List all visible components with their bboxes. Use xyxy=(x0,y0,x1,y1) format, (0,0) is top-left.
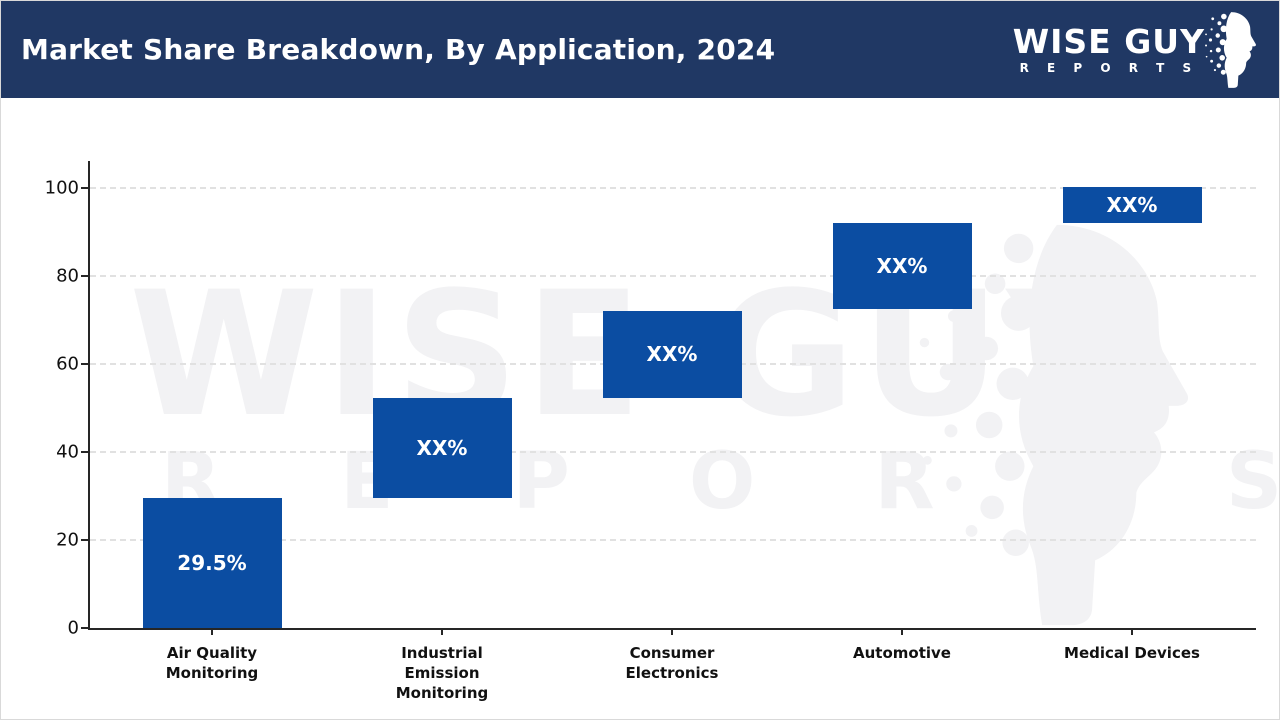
bar-value-label: 29.5% xyxy=(177,551,247,576)
bar-value-label: XX% xyxy=(646,342,698,367)
header-bar: Market Share Breakdown, By Application, … xyxy=(1,1,1279,98)
logo-tagline: R E P O R T S xyxy=(1019,60,1199,75)
bar-automotive: XX% xyxy=(832,222,972,309)
x-tick-mark xyxy=(671,628,673,635)
x-tick-mark xyxy=(211,628,213,635)
x-axis-spine xyxy=(88,628,1256,630)
y-axis-spine xyxy=(88,161,90,630)
y-tick-label: 0 xyxy=(67,617,79,639)
bar-consumer-electronics: XX% xyxy=(602,310,742,398)
x-axis-label-industrial-emission-monitoring: Industrial Emission Monitoring xyxy=(395,644,489,702)
logo-text: WISE GUY R E P O R T S xyxy=(1012,21,1205,75)
x-axis-label-consumer-electronics: Consumer Electronics xyxy=(625,644,719,682)
logo-name: WISE GUY xyxy=(1012,21,1205,61)
bar-value-label: XX% xyxy=(416,436,468,461)
y-tick-mark xyxy=(81,187,89,189)
y-tick-mark xyxy=(81,627,89,629)
x-tick-mark xyxy=(1131,628,1133,635)
wise-guy-logo: WISE GUY R E P O R T S xyxy=(1013,11,1261,89)
y-tick-mark xyxy=(81,451,89,453)
x-tick-mark xyxy=(441,628,443,635)
y-tick-label: 80 xyxy=(56,265,79,287)
gridline-100 xyxy=(90,187,1256,189)
gridline-80 xyxy=(90,275,1256,277)
x-axis-label-automotive: Automotive xyxy=(853,644,951,662)
gridline-40 xyxy=(90,451,1256,453)
y-tick-mark xyxy=(81,539,89,541)
y-tick-label: 100 xyxy=(44,177,79,199)
y-tick-label: 40 xyxy=(56,441,79,463)
y-tick-label: 20 xyxy=(56,529,79,551)
x-tick-mark xyxy=(901,628,903,635)
bar-value-label: XX% xyxy=(876,253,928,278)
bar-value-label: XX% xyxy=(1106,192,1158,217)
x-axis-label-air-quality-monitoring: Air Quality Monitoring xyxy=(165,644,259,682)
logo-face-icon xyxy=(1205,11,1256,88)
bar-medical-devices: XX% xyxy=(1062,186,1202,224)
page-title: Market Share Breakdown, By Application, … xyxy=(21,33,776,66)
y-tick-label: 60 xyxy=(56,353,79,375)
bar-industrial-emission-monitoring: XX% xyxy=(372,397,512,499)
y-tick-mark xyxy=(81,275,89,277)
y-tick-mark xyxy=(81,363,89,365)
bar-air-quality-monitoring: 29.5% xyxy=(142,498,282,628)
gridline-20 xyxy=(90,539,1256,541)
x-axis-label-medical-devices: Medical Devices xyxy=(1064,644,1200,662)
